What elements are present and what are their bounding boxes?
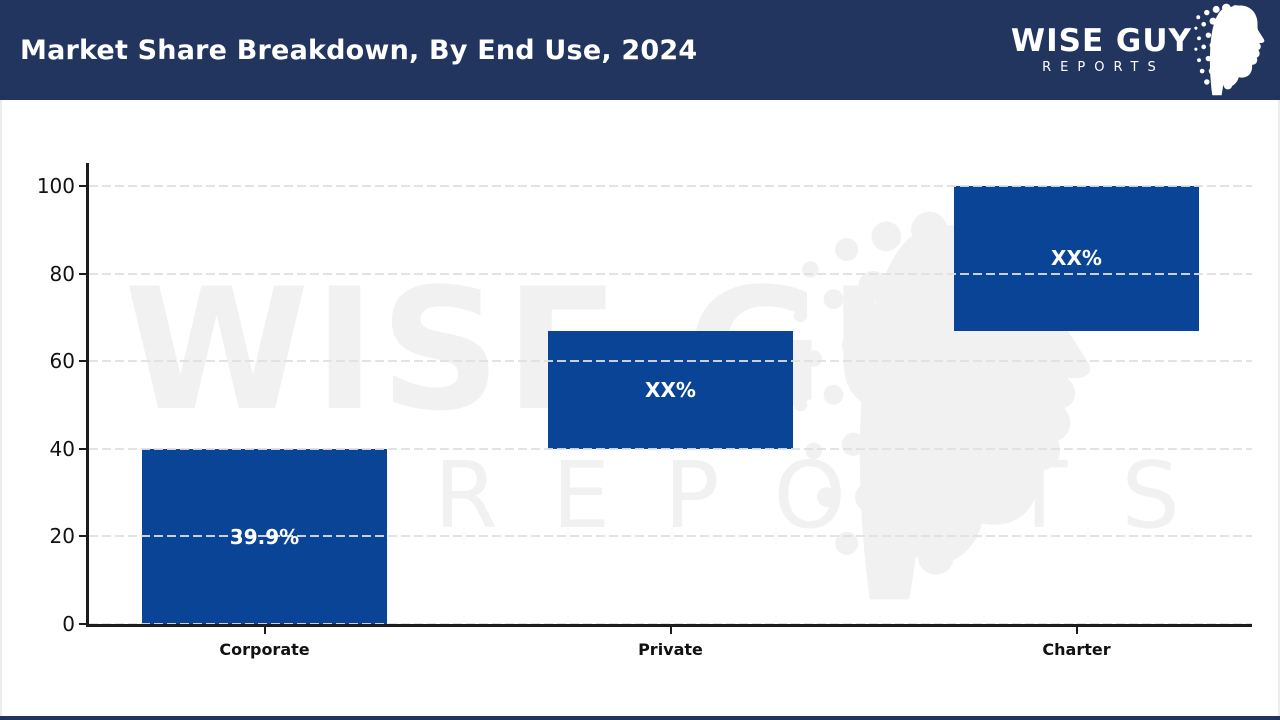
logo-text: WISE GUY REPORTS — [1010, 23, 1192, 75]
logo-wordmark: WISE GUY — [1010, 23, 1192, 59]
watermark-subtitle: REPORTS — [434, 450, 1234, 542]
wise-guy-logo: WISE GUY REPORTS — [1011, 3, 1270, 97]
footer-bar — [0, 716, 1280, 720]
chart-canvas: WISE GUY REPORTS — [0, 100, 1280, 716]
watermark-face-icon — [784, 210, 1114, 606]
logo-face-icon — [1192, 3, 1270, 97]
page-title: Market Share Breakdown, By End Use, 2024 — [20, 34, 698, 66]
header: Market Share Breakdown, By End Use, 2024… — [0, 0, 1280, 100]
logo-subtitle: REPORTS — [1042, 60, 1165, 75]
